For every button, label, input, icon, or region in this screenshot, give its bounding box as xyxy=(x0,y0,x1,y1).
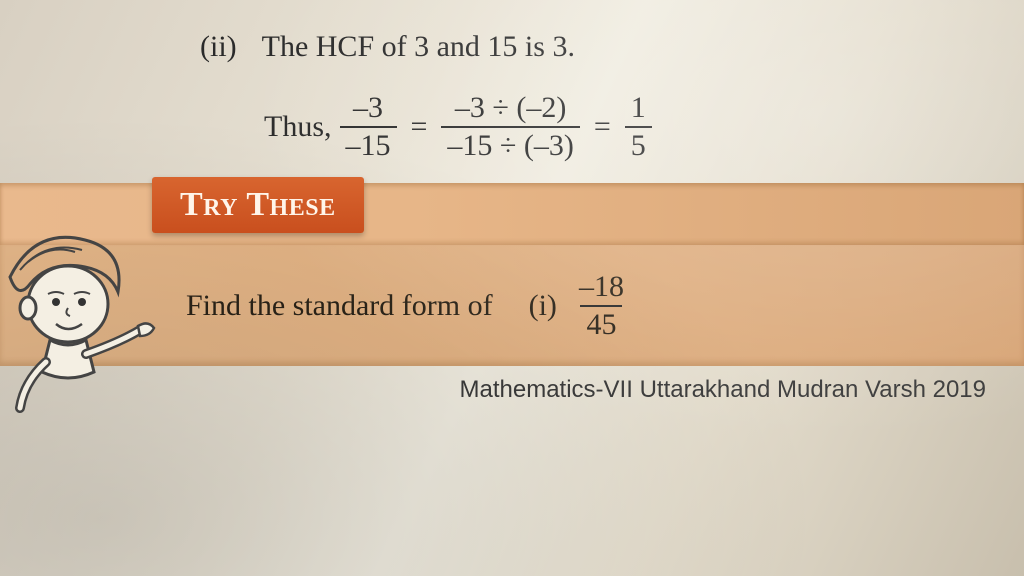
question-item-1: (i) –18 45 xyxy=(529,271,630,340)
equals-1: = xyxy=(405,110,434,144)
item-number: (ii) xyxy=(200,30,237,63)
question-1-number: (i) xyxy=(529,289,557,323)
fraction-2: –3 ÷ (–2) –15 ÷ (–3) xyxy=(441,92,579,161)
item-statement: The HCF of 3 and 15 is 3. xyxy=(262,30,575,63)
cartoon-child-icon xyxy=(0,222,160,482)
example-block: (ii) The HCF of 3 and 15 is 3. Thus, –3 … xyxy=(0,0,1024,161)
fraction-1-num: –3 xyxy=(347,92,389,126)
item-line: (ii) The HCF of 3 and 15 is 3. xyxy=(200,30,964,64)
question-1-frac-den: 45 xyxy=(580,305,622,341)
thus-label: Thus, xyxy=(264,110,332,144)
question-1-fraction: –18 45 xyxy=(573,271,630,340)
fraction-3-den: 5 xyxy=(625,126,652,162)
question-prompt: Find the standard form of xyxy=(186,289,493,323)
fraction-1: –3 –15 xyxy=(340,92,397,161)
fraction-2-den: –15 ÷ (–3) xyxy=(441,126,579,162)
math-working: Thus, –3 –15 = –3 ÷ (–2) –15 ÷ (–3) = 1 … xyxy=(200,92,964,161)
question-1-frac-num: –18 xyxy=(573,271,630,305)
equals-2: = xyxy=(588,110,617,144)
fraction-3: 1 5 xyxy=(625,92,652,161)
try-these-heading-text: Try These xyxy=(180,186,336,224)
textbook-page: (ii) The HCF of 3 and 15 is 3. Thus, –3 … xyxy=(0,0,1024,576)
fraction-3-num: 1 xyxy=(625,92,652,126)
try-these-heading: Try These xyxy=(152,177,364,233)
fraction-2-num: –3 ÷ (–2) xyxy=(449,92,572,126)
fraction-1-den: –15 xyxy=(340,126,397,162)
